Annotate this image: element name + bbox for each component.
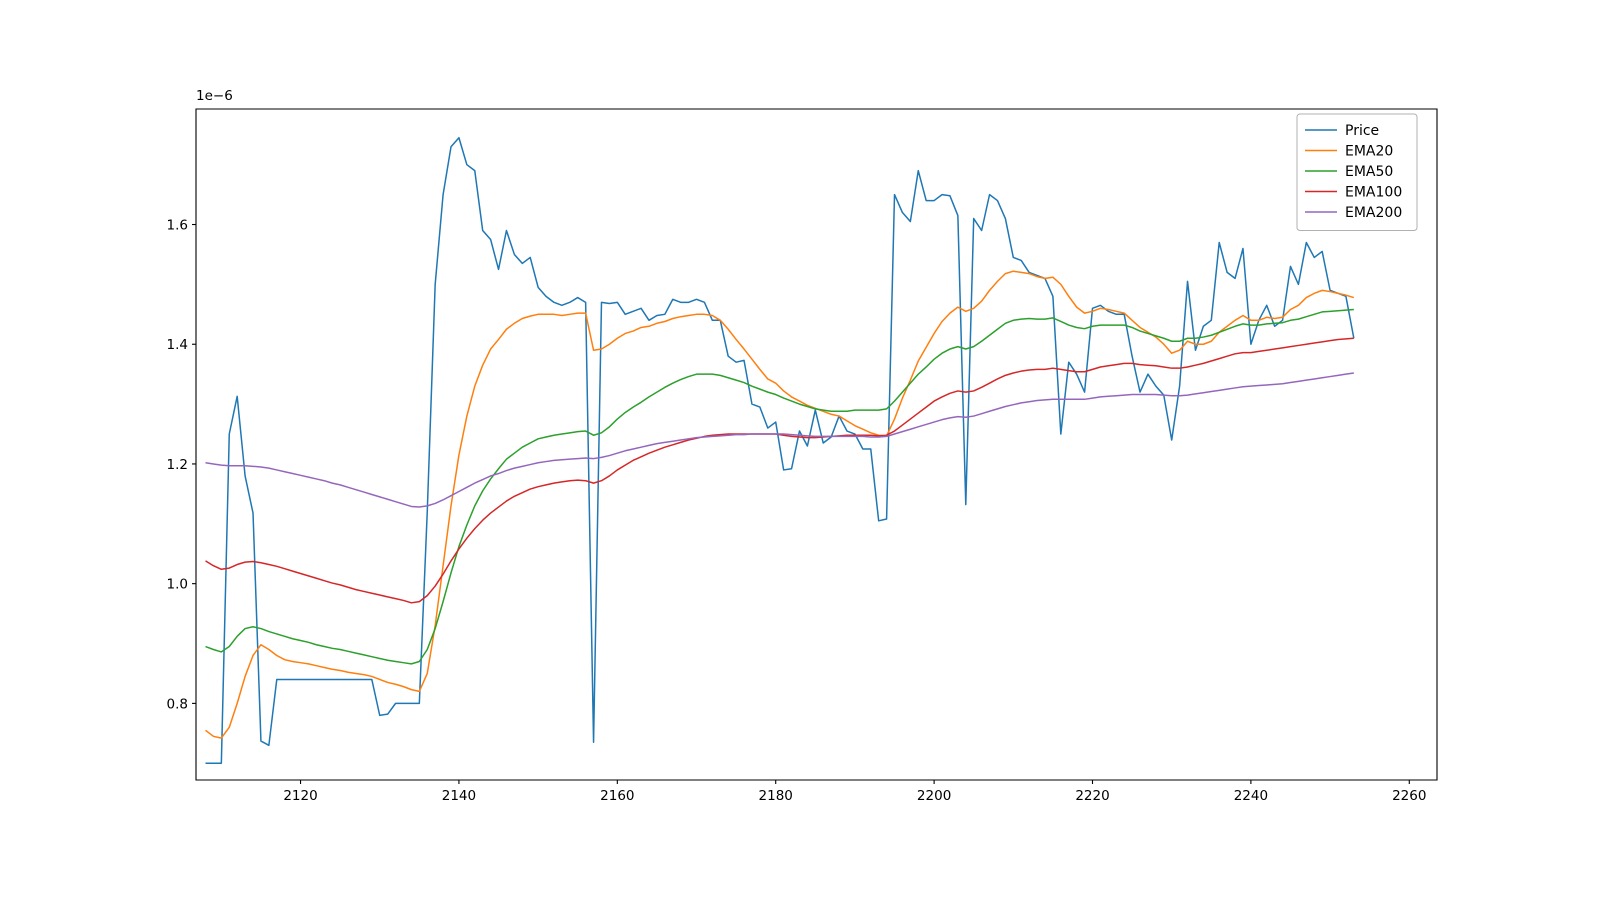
x-tick-label-2160: 2160 — [600, 788, 634, 804]
legend-background — [1296, 113, 1418, 231]
x-tick-label-2140: 2140 — [442, 788, 476, 804]
y-tick-label-1.4: 1.4 — [167, 337, 188, 353]
y-axis-ticks: 0.8 1.0 1.2 1.4 1.6 — [167, 218, 196, 712]
x-tick-label-2200: 2200 — [917, 788, 951, 804]
y-tick-label-1.6: 1.6 — [167, 218, 188, 234]
y-tick-label-0.8: 0.8 — [167, 696, 188, 712]
x-tick-label-2220: 2220 — [1075, 788, 1109, 804]
legend-label-ema100[interactable]: EMA100 — [1345, 185, 1402, 201]
legend-label-price[interactable]: Price — [1345, 123, 1379, 139]
x-tick-label-2240: 2240 — [1234, 788, 1268, 804]
series-line-ema20 — [205, 270, 1355, 739]
x-tick-label-2120: 2120 — [283, 788, 317, 804]
chart-legend[interactable]: Price EMA20 EMA50 EMA100 EMA200 — [1296, 113, 1418, 231]
data-series-group — [205, 136, 1355, 764]
series-line-ema200 — [205, 372, 1354, 508]
x-axis-ticks: 2120 2140 2160 2180 2200 2220 2240 2260 — [283, 780, 1426, 804]
series-line-price — [205, 136, 1355, 764]
legend-label-ema50[interactable]: EMA50 — [1345, 164, 1393, 180]
series-line-ema50 — [205, 308, 1354, 665]
x-tick-label-2180: 2180 — [759, 788, 793, 804]
axes-spines — [195, 108, 1438, 781]
y-tick-label-1.0: 1.0 — [167, 577, 188, 593]
legend-label-ema20[interactable]: EMA20 — [1345, 144, 1393, 160]
y-axis-offset-label: 1e−6 — [196, 88, 233, 104]
series-line-ema100 — [205, 337, 1354, 604]
axes: 2120 2140 2160 2180 2200 2220 2240 2260 0.8 1.0 1… — [167, 88, 1438, 804]
y-tick-label-1.2: 1.2 — [167, 457, 188, 473]
x-tick-label-2260: 2260 — [1392, 788, 1426, 804]
legend-label-ema200[interactable]: EMA200 — [1345, 205, 1402, 221]
